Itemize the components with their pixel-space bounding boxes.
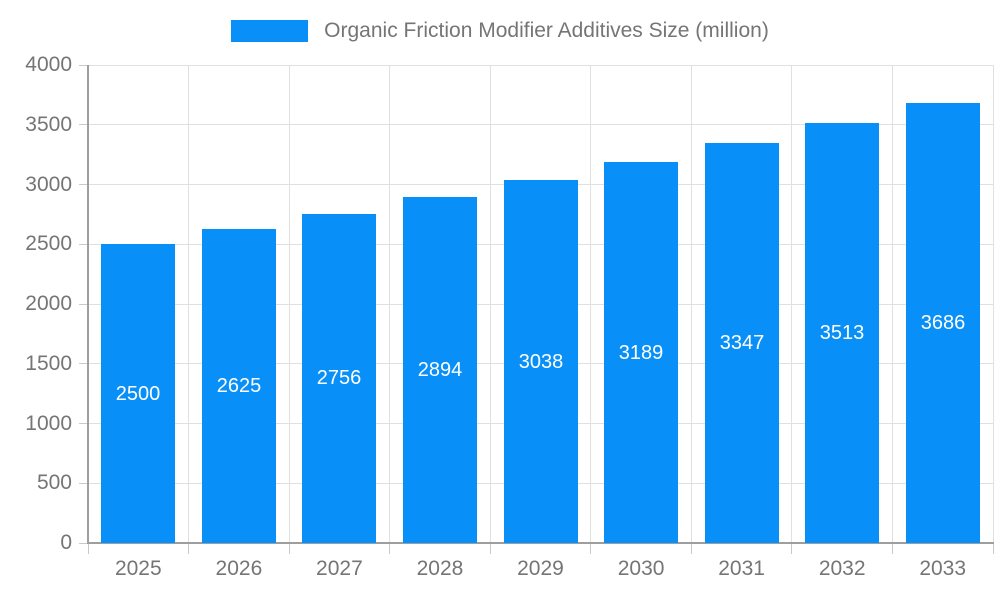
x-tick-mark [489,543,491,554]
x-tick-mark [389,543,391,554]
y-tick-label: 4000 [25,53,72,76]
x-tick-label: 2032 [818,557,866,580]
bar-value-label: 2894 [417,359,463,382]
bar-value-label: 2500 [115,382,161,405]
x-tick-mark [992,543,994,554]
y-tick-label: 1500 [25,351,72,375]
x-tick-label: 2026 [215,557,263,580]
bar-value-label: 3686 [920,311,966,334]
gridline-vertical [288,65,290,543]
x-axis-line [87,542,994,544]
bar [302,213,376,543]
x-tick-label: 2031 [718,557,765,580]
x-tick-label: 2033 [919,557,967,580]
y-tick-mark [79,243,88,245]
y-tick-mark [79,423,88,424]
bar [101,244,175,544]
gridline-vertical [992,65,994,543]
bar [202,229,276,543]
x-tick-mark [791,543,793,554]
bar [705,143,779,543]
y-tick-label: 2000 [25,292,72,315]
y-tick-mark [79,124,88,126]
bar-value-label: 3347 [719,332,765,354]
x-tick-label: 2025 [114,557,162,580]
legend-label: Organic Friction Modifier Additives Size… [324,19,769,42]
y-tick-label: 3500 [25,112,72,136]
gridline-vertical [891,65,893,543]
y-tick-mark [79,303,88,305]
bar-value-label: 3189 [618,341,664,364]
bar [604,161,678,543]
legend-swatch [231,20,309,42]
bar-value-label: 3513 [819,322,865,345]
bar [805,123,879,543]
bar [906,102,980,543]
x-tick-label: 2028 [416,557,464,580]
x-tick-mark [690,543,692,554]
y-tick-label: 0 [60,531,72,554]
gridline-vertical [690,65,692,543]
y-tick-label: 500 [36,471,72,495]
gridline-vertical [188,65,190,543]
bar-value-label: 3038 [518,350,564,373]
gridline-horizontal [88,64,993,66]
gridline-vertical [389,65,391,543]
y-tick-mark [79,64,88,66]
bar [504,180,578,543]
y-tick-mark [79,363,88,365]
x-tick-mark [891,543,893,554]
x-tick-mark [288,543,290,554]
x-tick-label: 2027 [316,557,363,580]
bar-value-label: 2625 [216,375,262,398]
y-axis-line [87,65,89,543]
gridline-vertical [590,65,592,543]
legend: Organic Friction Modifier Additives Size… [0,17,1000,45]
bar [403,197,477,543]
bar-value-label: 2756 [316,367,362,390]
y-tick-mark [79,482,88,484]
x-tick-mark [87,543,89,554]
gridline-vertical [489,65,491,543]
y-tick-label: 1000 [25,411,72,435]
gridline-horizontal [88,124,993,126]
x-tick-label: 2029 [517,557,564,580]
gridline-vertical [791,65,793,543]
x-tick-mark [188,543,190,554]
y-tick-mark [79,542,88,544]
y-tick-label: 3000 [25,172,72,196]
x-tick-mark [590,543,592,554]
y-tick-mark [79,184,88,185]
y-tick-label: 2500 [25,232,72,256]
x-tick-label: 2030 [617,557,665,580]
